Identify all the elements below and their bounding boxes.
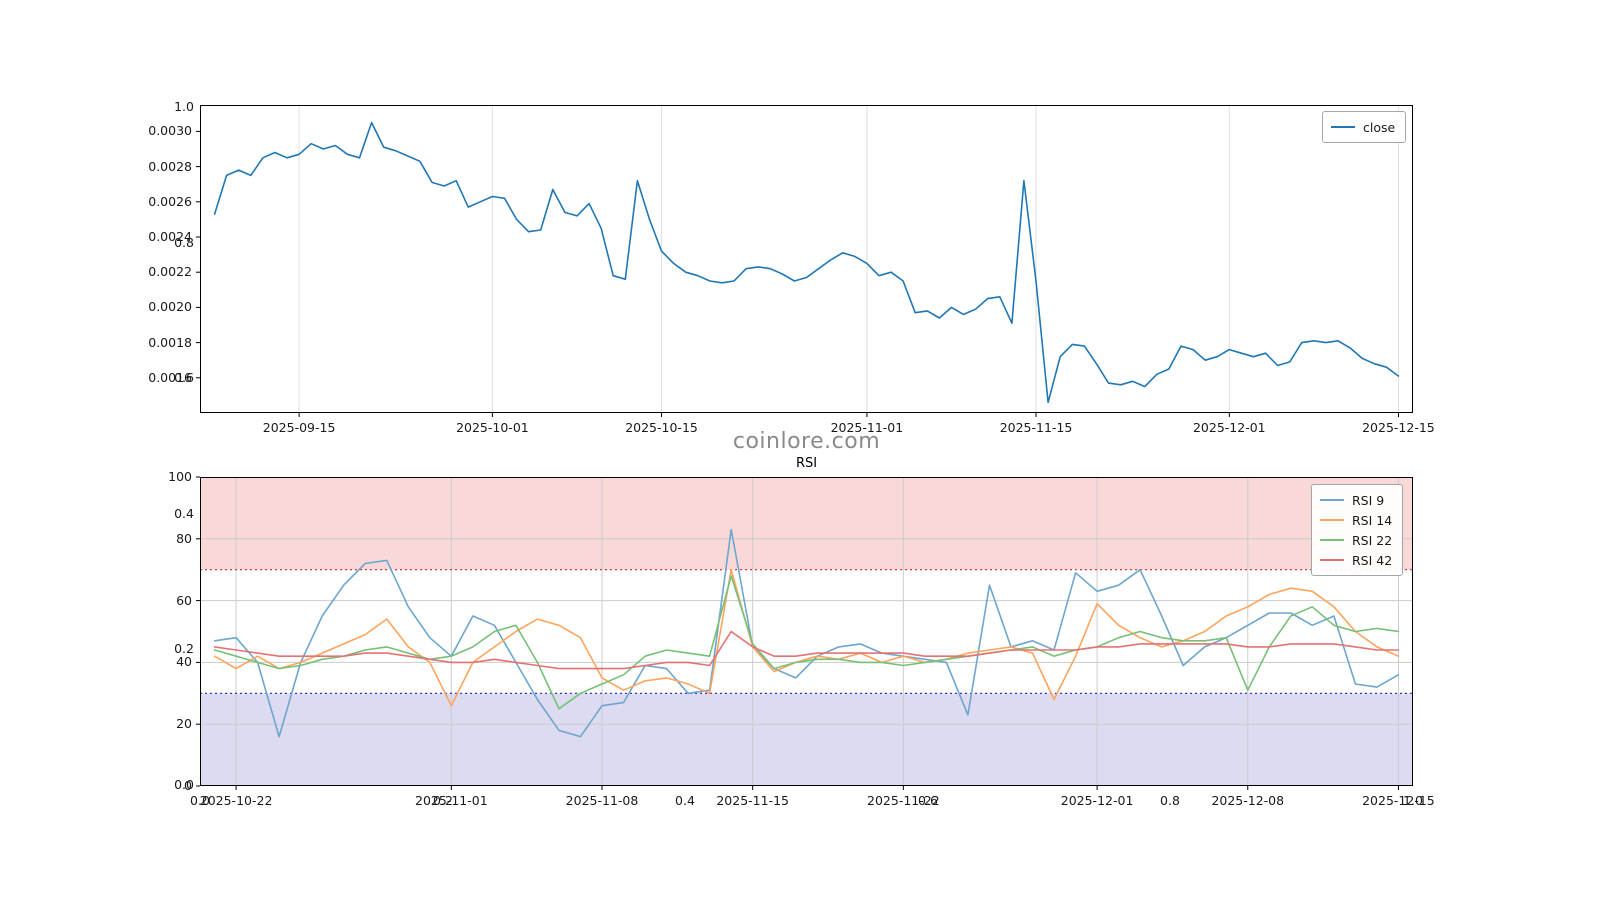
stray-axis-label: 0.4 <box>174 506 194 521</box>
rsi-chart-legend: RSI 9 RSI 14 RSI 22 RSI 42 <box>1311 484 1404 576</box>
stray-axis-label: 0.2 <box>433 793 453 808</box>
x-tick-label: 2025-12-15 <box>1362 793 1435 808</box>
rsi-chart-title: RSI <box>795 456 818 471</box>
x-tick-label: 2025-11-15 <box>716 793 789 808</box>
legend-line-sample <box>1320 499 1344 501</box>
stray-axis-label: 0.8 <box>1160 793 1180 808</box>
legend-label: RSI 42 <box>1352 552 1393 568</box>
x-tick-label: 2025-11-01 <box>830 420 904 435</box>
legend-line-sample <box>1331 126 1355 128</box>
x-tick-label: 2025-09-15 <box>262 420 336 435</box>
price-chart-svg <box>196 105 1413 417</box>
x-tick-label: 2025-11-08 <box>565 793 639 808</box>
stray-axis-label: 0.2 <box>174 641 194 656</box>
stray-axis-label: 0.0 <box>174 777 194 792</box>
y-tick-label: 40 <box>176 654 192 670</box>
stray-axis-label: 1.0 <box>174 99 194 114</box>
rsi-chart-svg <box>196 476 1413 790</box>
x-tick-label: 2025-12-01 <box>1060 793 1134 808</box>
y-tick-label: 20 <box>176 716 192 732</box>
y-tick-label: 0.0024 <box>148 229 192 244</box>
price-chart-legend: close <box>1322 111 1407 143</box>
y-tick-label: 0.0016 <box>148 369 192 385</box>
x-tick-label: 2025-11-22 <box>867 793 940 808</box>
legend-item: RSI 14 <box>1320 510 1392 530</box>
legend-line-sample <box>1320 539 1344 541</box>
y-tick-label: 0.0020 <box>148 299 192 315</box>
legend-item: close <box>1331 117 1395 137</box>
x-tick-label: 2025-10-22 <box>199 793 273 808</box>
y-tick-label: 0.0018 <box>148 334 192 350</box>
x-tick-label: 2025-12-08 <box>1211 793 1285 808</box>
stray-axis-label: 0.6 <box>174 370 194 385</box>
y-tick-label: 0.0026 <box>148 193 192 209</box>
y-tick-label: 0 <box>184 778 192 793</box>
stray-axis-label: 0.8 <box>174 235 194 250</box>
x-tick-label: 2025-11-01 <box>415 793 488 808</box>
legend-line-sample <box>1320 559 1344 561</box>
stray-axis-label: 0.4 <box>675 793 695 808</box>
stray-axis-label: 0.6 <box>918 793 938 808</box>
x-tick-label: 2025-12-15 <box>1362 420 1435 435</box>
legend-item: RSI 42 <box>1320 550 1392 570</box>
x-tick-label: 2025-12-01 <box>1192 420 1266 435</box>
legend-label: RSI 22 <box>1352 532 1393 548</box>
stray-axis-label: 0.0 <box>190 793 210 808</box>
y-tick-label: 60 <box>176 592 192 608</box>
watermark: coinlore.com <box>732 429 881 454</box>
legend-label: RSI 14 <box>1352 512 1393 528</box>
legend-item: RSI 22 <box>1320 530 1392 550</box>
legend-item: RSI 9 <box>1320 490 1392 510</box>
y-tick-label: 0.0030 <box>148 123 192 139</box>
x-tick-label: 2025-10-15 <box>625 420 698 435</box>
y-tick-label: 0.0028 <box>148 158 192 174</box>
x-tick-label: 2025-10-01 <box>456 420 529 435</box>
legend-label: RSI 9 <box>1352 492 1385 508</box>
legend-line-sample <box>1320 519 1344 521</box>
y-tick-label: 100 <box>168 469 192 484</box>
y-tick-label: 80 <box>176 530 192 546</box>
stray-axis-label: 1.0 <box>1403 793 1423 808</box>
x-tick-label: 2025-11-15 <box>999 420 1073 435</box>
legend-label: close <box>1363 119 1396 135</box>
y-tick-label: 0.0022 <box>148 264 192 280</box>
